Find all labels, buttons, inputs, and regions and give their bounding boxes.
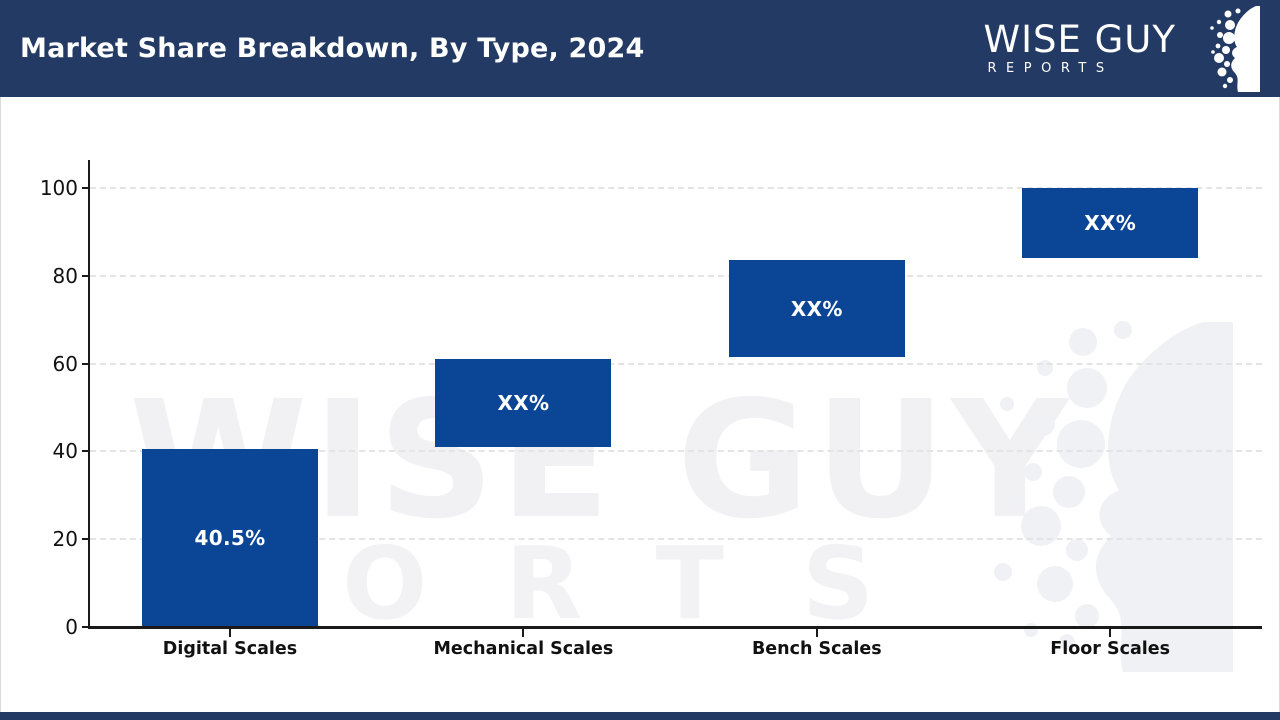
- bar-digital-scales: 40.5%: [142, 449, 318, 627]
- brand-face-icon: [1210, 5, 1260, 92]
- brand-subtitle: REPORTS: [987, 61, 1114, 76]
- y-tick-mark: [82, 362, 90, 365]
- y-tick-mark: [82, 187, 90, 189]
- x-tick-mark: [815, 629, 818, 637]
- y-tick-label: 80: [52, 263, 78, 288]
- y-tick-mark: [82, 626, 90, 628]
- gridline-100: [90, 187, 1262, 189]
- brand-name: WISE GUY: [983, 18, 1176, 61]
- bar-floor-scales: XX%: [1022, 188, 1199, 259]
- footer-bar: [0, 712, 1280, 720]
- y-tick-mark: [82, 450, 90, 453]
- category-label-digital-scales: Digital Scales: [162, 639, 298, 659]
- x-axis-line: [88, 626, 1262, 629]
- gridline-40: [90, 450, 1262, 453]
- page-title: Market Share Breakdown, By Type, 2024: [20, 33, 645, 64]
- bar-value-label: XX%: [790, 296, 843, 321]
- brand-logo: WISE GUY REPORTS: [983, 5, 1260, 92]
- y-tick-label: 100: [39, 176, 78, 200]
- bar-bench-scales: XX%: [728, 260, 905, 357]
- bar-value-label: 40.5%: [194, 526, 266, 551]
- y-tick-label: 0: [65, 615, 78, 639]
- y-tick-label: 40: [52, 439, 78, 464]
- category-label-bench-scales: Bench Scales: [751, 639, 882, 659]
- x-tick-mark: [229, 629, 231, 637]
- gridline-60: [90, 362, 1262, 365]
- bar-mechanical-scales: XX%: [435, 359, 612, 447]
- y-tick-mark: [82, 274, 90, 277]
- category-label-floor-scales: Floor Scales: [1050, 639, 1171, 659]
- header-bar: Market Share Breakdown, By Type, 2024 WI…: [0, 0, 1280, 97]
- gridline-80: [90, 274, 1262, 277]
- gridline-20: [90, 538, 1262, 541]
- y-tick-label: 60: [52, 351, 78, 376]
- bar-value-label: XX%: [497, 391, 550, 416]
- y-tick-mark: [82, 538, 90, 541]
- y-tick-label: 20: [52, 527, 78, 552]
- y-axis-line: [88, 160, 90, 628]
- x-tick-mark: [522, 629, 525, 637]
- category-label-mechanical-scales: Mechanical Scales: [433, 639, 614, 659]
- bar-value-label: XX%: [1084, 211, 1137, 236]
- x-tick-mark: [1109, 629, 1112, 637]
